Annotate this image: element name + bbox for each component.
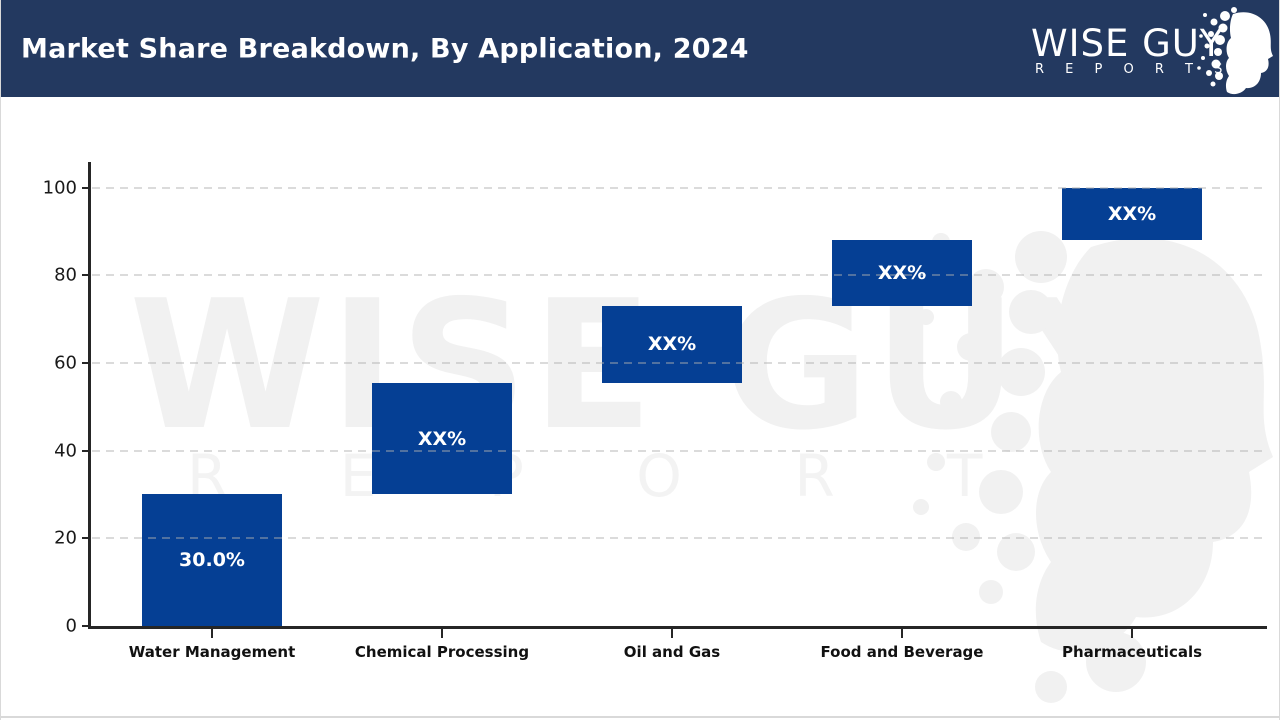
bar-pharmaceuticals [1062, 187, 1202, 241]
page-title: Market Share Breakdown, By Application, … [21, 33, 749, 64]
y-tick-mark-20 [82, 537, 90, 540]
x-tick-label-2: Oil and Gas [623, 643, 721, 661]
y-tick-mark-80 [82, 274, 90, 277]
watermark-subtext: R E P O R T S [187, 442, 1179, 510]
logo-wordmark: WISE GUY [1031, 22, 1224, 65]
bar-label-0: 30.0% [179, 549, 245, 572]
x-tick-mark-4 [1131, 629, 1133, 638]
header-bar: Market Share Breakdown, By Application, … [1, 0, 1279, 97]
gridline-80 [92, 274, 1267, 277]
logo-subtext: R E P O R T S [1035, 62, 1231, 77]
y-tick-mark-100 [82, 186, 90, 189]
gridline-100 [92, 186, 1267, 189]
x-tick-label-4: Pharmaceuticals [1061, 643, 1203, 661]
x-tick-label-1: Chemical Processing [354, 643, 530, 661]
y-tick-label-80: 80 [54, 264, 77, 286]
watermark-head-icon [913, 203, 1273, 703]
bar-oil-and-gas [602, 305, 742, 383]
bar-label-2: XX% [647, 333, 697, 356]
bar-food-and-beverage [832, 240, 972, 306]
wise-guy-reports-logo: WISE GUY R E P O R T S [1031, 4, 1273, 95]
y-tick-label-0: 0 [65, 615, 77, 637]
bar-label-1: XX% [417, 427, 467, 450]
x-tick-mark-2 [671, 629, 673, 638]
gridline-40 [92, 449, 1267, 452]
x-tick-mark-1 [441, 629, 443, 638]
y-tick-label-40: 40 [54, 440, 77, 462]
x-tick-label-3: Food and Beverage [820, 643, 984, 661]
head-profile-icon [1197, 7, 1273, 95]
y-axis [88, 162, 91, 629]
bar-chemical-processing [372, 382, 512, 495]
x-tick-mark-0 [211, 629, 213, 638]
gridline-60 [92, 361, 1267, 364]
y-tick-mark-60 [82, 361, 90, 364]
y-tick-label-100: 100 [42, 177, 77, 198]
bar-label-3: XX% [877, 262, 927, 284]
y-tick-mark-0 [82, 625, 90, 627]
x-axis [88, 626, 1267, 629]
y-tick-label-20: 20 [54, 527, 77, 549]
x-tick-label-0: Water Management [128, 643, 296, 661]
y-tick-label-60: 60 [54, 352, 77, 374]
bar-label-4: XX% [1107, 202, 1157, 225]
x-tick-mark-3 [901, 629, 903, 638]
y-tick-mark-40 [82, 449, 90, 452]
bar-water-management [142, 494, 282, 626]
gridline-20 [92, 537, 1267, 540]
chart-area: WISE GUY R E P O R T S 0 20 40 60 80 100 30.0%… [1, 97, 1279, 718]
